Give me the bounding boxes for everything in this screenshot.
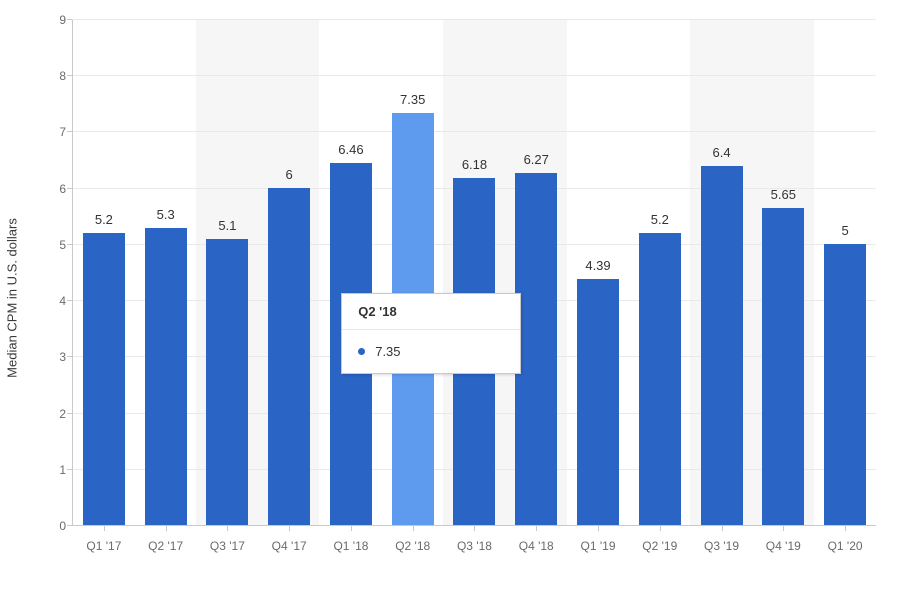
bar-slot: 6.4Q3 '19 (691, 20, 753, 525)
x-tick-mark (845, 525, 846, 531)
bar-slot: 5.1Q3 '17 (197, 20, 259, 525)
bar-slot: 4.39Q1 '19 (567, 20, 629, 525)
x-tick-mark (166, 525, 167, 531)
y-tick-label: 9 (42, 13, 66, 27)
y-tick-label: 2 (42, 407, 66, 421)
tooltip-body: 7.35 (342, 330, 520, 373)
y-tick-mark (67, 188, 72, 189)
bar-slot: 6Q4 '17 (258, 20, 320, 525)
bar-value-label: 5.1 (218, 218, 236, 233)
y-tick-mark (67, 244, 72, 245)
bar-slot: 5.2Q1 '17 (73, 20, 135, 525)
y-tick-mark (67, 75, 72, 76)
bar-slot: 7.35Q2 '18 (382, 20, 444, 525)
bar-value-label: 6.27 (524, 152, 549, 167)
x-tick-mark (413, 525, 414, 531)
bar-value-label: 4.39 (585, 258, 610, 273)
plot-area: 5.2Q1 '175.3Q2 '175.1Q3 '176Q4 '176.46Q1… (72, 20, 876, 526)
y-tick-label: 7 (42, 125, 66, 139)
bar-slot: 5Q1 '20 (814, 20, 876, 525)
bar[interactable]: 5.1 (206, 239, 248, 525)
y-tick-label: 3 (42, 350, 66, 364)
x-tick-label: Q1 '19 (581, 539, 616, 553)
chart-container: Median CPM in U.S. dollars 5.2Q1 '175.3Q… (0, 0, 916, 596)
x-tick-label: Q4 '17 (272, 539, 307, 553)
bar[interactable]: 4.39 (577, 279, 619, 525)
x-tick-mark (104, 525, 105, 531)
bar-value-label: 6 (286, 167, 293, 182)
x-tick-label: Q3 '17 (210, 539, 245, 553)
x-tick-label: Q2 '17 (148, 539, 183, 553)
x-tick-mark (598, 525, 599, 531)
bar[interactable]: 5.3 (145, 228, 187, 525)
bar[interactable]: 6 (268, 188, 310, 525)
bar-slot: 6.27Q4 '18 (505, 20, 567, 525)
bar[interactable]: 6.27 (515, 173, 557, 525)
bars-group: 5.2Q1 '175.3Q2 '175.1Q3 '176Q4 '176.46Q1… (72, 20, 876, 526)
y-tick-mark (67, 131, 72, 132)
bar-value-label: 6.4 (712, 145, 730, 160)
bar-value-label: 5.2 (95, 212, 113, 227)
x-tick-mark (660, 525, 661, 531)
bar-value-label: 5 (841, 223, 848, 238)
bar[interactable]: 5.2 (83, 233, 125, 525)
bar-value-label: 7.35 (400, 92, 425, 107)
x-tick-label: Q2 '19 (642, 539, 677, 553)
bar[interactable]: 5 (824, 244, 866, 525)
y-tick-mark (67, 19, 72, 20)
bar-value-label: 5.2 (651, 212, 669, 227)
bar-slot: 5.2Q2 '19 (629, 20, 691, 525)
x-tick-label: Q4 '19 (766, 539, 801, 553)
x-tick-mark (227, 525, 228, 531)
y-tick-label: 1 (42, 463, 66, 477)
y-axis-label: Median CPM in U.S. dollars (5, 218, 20, 378)
x-tick-label: Q1 '20 (828, 539, 863, 553)
x-tick-mark (783, 525, 784, 531)
bar-value-label: 5.65 (771, 187, 796, 202)
y-tick-mark (67, 413, 72, 414)
bar-slot: 6.46Q1 '18 (320, 20, 382, 525)
x-tick-mark (289, 525, 290, 531)
bar[interactable]: 5.65 (762, 208, 804, 525)
bar-slot: 5.65Q4 '19 (752, 20, 814, 525)
x-tick-mark (536, 525, 537, 531)
y-tick-mark (67, 300, 72, 301)
y-tick-label: 5 (42, 238, 66, 252)
bar-value-label: 6.46 (338, 142, 363, 157)
x-tick-label: Q4 '18 (519, 539, 554, 553)
bar[interactable]: 5.2 (639, 233, 681, 525)
bar-value-label: 5.3 (157, 207, 175, 222)
y-tick-label: 6 (42, 182, 66, 196)
x-tick-label: Q3 '18 (457, 539, 492, 553)
y-tick-mark (67, 356, 72, 357)
x-tick-mark (351, 525, 352, 531)
tooltip: Q2 '18 7.35 (341, 293, 521, 374)
y-tick-mark (67, 469, 72, 470)
bar-slot: 5.3Q2 '17 (135, 20, 197, 525)
tooltip-dot-icon (358, 348, 365, 355)
tooltip-value: 7.35 (375, 344, 400, 359)
x-tick-label: Q1 '18 (333, 539, 368, 553)
y-tick-mark (67, 525, 72, 526)
tooltip-title: Q2 '18 (342, 294, 520, 330)
bar-slot: 6.18Q3 '18 (444, 20, 506, 525)
y-tick-label: 0 (42, 519, 66, 533)
x-tick-label: Q3 '19 (704, 539, 739, 553)
x-tick-mark (474, 525, 475, 531)
x-tick-mark (722, 525, 723, 531)
bar[interactable]: 6.4 (701, 166, 743, 525)
x-tick-label: Q2 '18 (395, 539, 430, 553)
y-tick-label: 8 (42, 69, 66, 83)
bar-value-label: 6.18 (462, 157, 487, 172)
x-tick-label: Q1 '17 (86, 539, 121, 553)
y-tick-label: 4 (42, 294, 66, 308)
